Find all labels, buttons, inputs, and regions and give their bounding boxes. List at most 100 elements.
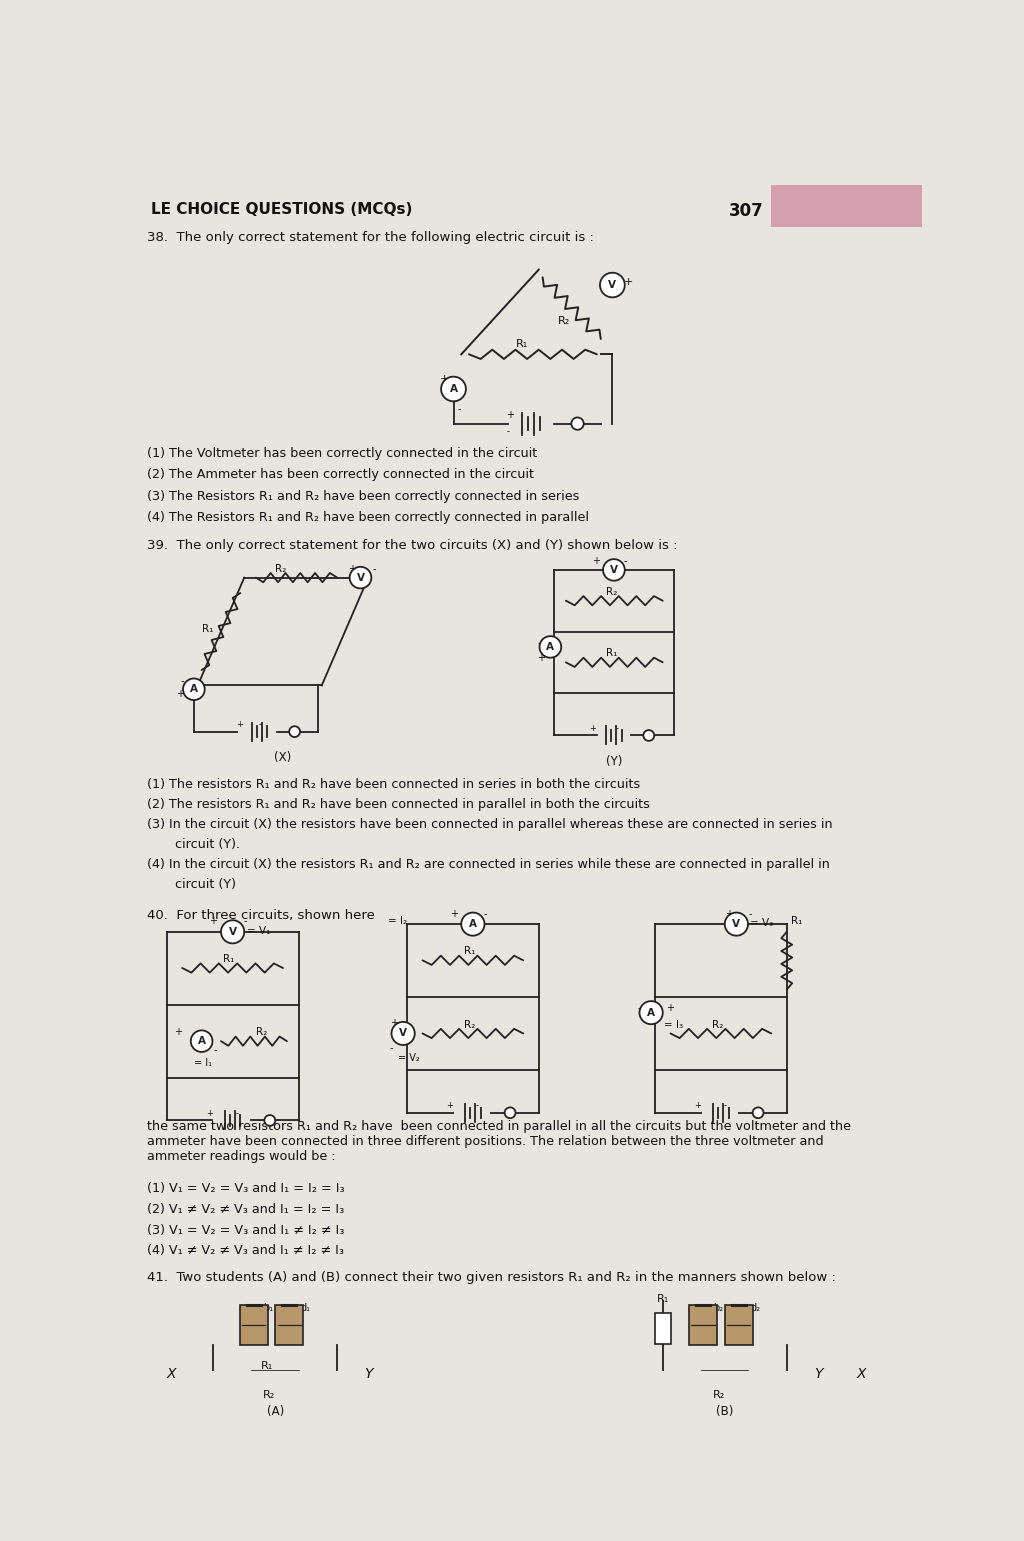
Text: (4) V₁ ≠ V₂ ≠ V₃ and I₁ ≠ I₂ ≠ I₃: (4) V₁ ≠ V₂ ≠ V₃ and I₁ ≠ I₂ ≠ I₃ (147, 1245, 344, 1257)
Text: (1) V₁ = V₂ = V₃ and I₁ = I₂ = I₃: (1) V₁ = V₂ = V₃ and I₁ = I₂ = I₃ (147, 1182, 345, 1196)
Text: (3) The Resistors R₁ and R₂ have been correctly connected in series: (3) The Resistors R₁ and R₂ have been co… (147, 490, 580, 502)
Text: circuit (Y).: circuit (Y). (147, 838, 241, 851)
Text: R₂: R₂ (275, 564, 287, 573)
Text: V: V (732, 918, 740, 929)
Text: R₁: R₁ (656, 1294, 669, 1304)
Circle shape (183, 678, 205, 700)
Text: R₁: R₁ (606, 649, 617, 658)
Circle shape (603, 559, 625, 581)
Text: +: + (209, 917, 217, 926)
Text: b₂: b₂ (713, 1304, 723, 1313)
Circle shape (461, 912, 484, 935)
Circle shape (600, 273, 625, 297)
Text: = V₃: = V₃ (751, 918, 773, 928)
Text: (X): (X) (274, 750, 292, 764)
Text: (1) The resistors R₁ and R₂ have been connected in series in both the circuits: (1) The resistors R₁ and R₂ have been co… (147, 778, 641, 791)
Circle shape (643, 730, 654, 741)
Text: +: + (348, 564, 356, 573)
Text: A: A (647, 1008, 655, 1017)
Text: -: - (506, 427, 509, 436)
Text: +: + (538, 653, 545, 663)
Text: R₂: R₂ (256, 1028, 267, 1037)
Text: (2) The Ammeter has been correctly connected in the circuit: (2) The Ammeter has been correctly conne… (147, 468, 535, 481)
Text: = I₂: = I₂ (388, 917, 407, 926)
Text: +: + (446, 1102, 454, 1110)
Text: (4) The Resistors R₁ and R₂ have been correctly connected in parallel: (4) The Resistors R₁ and R₂ have been co… (147, 512, 590, 524)
Text: +: + (589, 724, 596, 734)
Circle shape (640, 1002, 663, 1025)
Text: -: - (180, 676, 184, 686)
Text: -: - (236, 1110, 239, 1117)
Text: -: - (538, 638, 541, 647)
Text: (B): (B) (716, 1405, 733, 1418)
Text: R₂: R₂ (606, 587, 617, 596)
Bar (771, 185, 922, 227)
Text: -: - (638, 1003, 641, 1014)
Text: Y: Y (814, 1367, 822, 1381)
Text: R₁: R₁ (261, 1362, 273, 1371)
Text: +: + (666, 1003, 674, 1014)
Text: 41.  Two students (A) and (B) connect their two given resistors R₁ and R₂ in the: 41. Two students (A) and (B) connect the… (147, 1271, 837, 1284)
Text: -: - (458, 404, 461, 415)
Text: -: - (749, 909, 753, 918)
Text: +: + (725, 909, 733, 918)
Text: +: + (176, 689, 184, 700)
Text: a₁: a₁ (238, 1304, 248, 1313)
Text: (4) In the circuit (X) the resistors R₁ and R₂ are connected in series while the: (4) In the circuit (X) the resistors R₁ … (147, 858, 830, 871)
Text: = I₁: = I₁ (194, 1059, 212, 1068)
Text: R₂: R₂ (713, 1390, 725, 1399)
Text: -: - (213, 1045, 217, 1056)
Text: = V₂: = V₂ (397, 1053, 420, 1063)
Text: (1) The Voltmeter has been correctly connected in the circuit: (1) The Voltmeter has been correctly con… (147, 447, 538, 459)
Circle shape (505, 1108, 515, 1119)
Circle shape (725, 912, 748, 935)
Text: R₂: R₂ (464, 1020, 475, 1029)
Circle shape (391, 1022, 415, 1045)
Text: -: - (372, 564, 376, 573)
Text: -: - (604, 273, 608, 284)
Text: R₁: R₁ (223, 954, 234, 965)
Text: -: - (390, 1043, 393, 1053)
Text: = V₁: = V₁ (247, 926, 270, 935)
Bar (701, 1371, 748, 1385)
Text: +: + (450, 909, 458, 918)
Text: (3) V₁ = V₂ = V₃ and I₁ ≠ I₂ ≠ I₃: (3) V₁ = V₂ = V₃ and I₁ ≠ I₂ ≠ I₃ (147, 1224, 345, 1236)
Text: -: - (724, 1102, 727, 1110)
Circle shape (264, 1116, 275, 1126)
Bar (252, 1371, 299, 1385)
Text: d₁: d₁ (301, 1304, 311, 1313)
Text: +: + (174, 1028, 182, 1037)
Text: 38.  The only correct statement for the following electric circuit is :: 38. The only correct statement for the f… (147, 231, 594, 243)
Text: A: A (189, 684, 198, 695)
Text: A: A (469, 918, 477, 929)
Text: 40.  For three circuits, shown here: 40. For three circuits, shown here (147, 909, 375, 922)
Text: (Y): (Y) (606, 755, 623, 767)
Circle shape (349, 567, 372, 589)
Text: X: X (856, 1367, 866, 1381)
Text: c₂: c₂ (729, 1304, 738, 1313)
Bar (689, 1305, 717, 1345)
Circle shape (571, 418, 584, 430)
Text: (3) In the circuit (X) the resistors have been connected in parallel whereas the: (3) In the circuit (X) the resistors hav… (147, 818, 833, 831)
Text: -: - (244, 917, 247, 926)
Text: R₂: R₂ (712, 1020, 723, 1029)
Circle shape (540, 636, 561, 658)
Text: +: + (506, 410, 514, 419)
Text: +: + (694, 1102, 701, 1110)
Text: a₂: a₂ (687, 1304, 697, 1313)
Text: V: V (399, 1028, 408, 1039)
Text: R₁: R₁ (202, 624, 213, 633)
Text: -: - (483, 909, 487, 918)
Text: 39.  The only correct statement for the two circuits (X) and (Y) shown below is : 39. The only correct statement for the t… (147, 539, 678, 552)
Text: circuit (Y): circuit (Y) (147, 878, 237, 891)
Text: R₁: R₁ (464, 946, 475, 957)
Circle shape (190, 1031, 212, 1053)
Circle shape (221, 920, 245, 943)
Text: V: V (608, 280, 616, 290)
Bar (240, 1305, 267, 1345)
Text: V: V (228, 926, 237, 937)
Circle shape (753, 1108, 764, 1119)
Bar (655, 1313, 671, 1344)
Text: LE CHOICE QUESTIONS (MCQs): LE CHOICE QUESTIONS (MCQs) (152, 202, 413, 217)
Text: b₁: b₁ (263, 1304, 273, 1313)
